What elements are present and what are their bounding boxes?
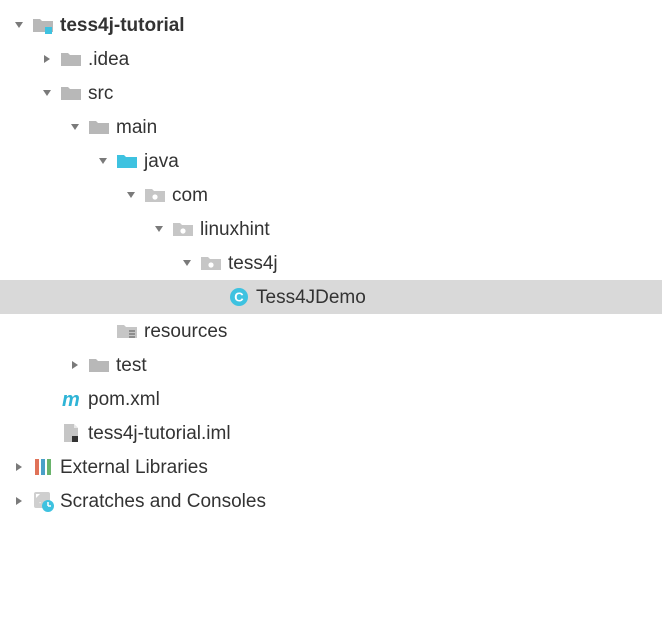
chevron-down-icon[interactable] — [122, 186, 140, 204]
tree-item-tess4j[interactable]: tess4j — [0, 246, 662, 280]
folder-gray-icon — [60, 82, 82, 104]
tree-item-label: tess4j-tutorial — [60, 16, 185, 35]
tree-item-root[interactable]: tess4j-tutorial — [0, 8, 662, 42]
tree-item-scratches[interactable]: - Scratches and Consoles — [0, 484, 662, 518]
chevron-right-icon[interactable] — [38, 50, 56, 68]
resources-icon — [116, 320, 138, 342]
tree-item-main[interactable]: main — [0, 110, 662, 144]
package-icon — [200, 252, 222, 274]
maven-icon: m — [60, 388, 82, 410]
chevron-down-icon[interactable] — [38, 84, 56, 102]
tree-item-label: com — [172, 186, 208, 205]
chevron-right-icon[interactable] — [66, 356, 84, 374]
libraries-icon — [32, 456, 54, 478]
tree-item-label: tess4j — [228, 254, 278, 273]
tree-item-label: main — [116, 118, 157, 137]
folder-gray-icon — [60, 48, 82, 70]
tree-item-label: linuxhint — [200, 220, 270, 239]
tree-item-label: .idea — [88, 50, 129, 69]
package-icon — [172, 218, 194, 240]
tree-item-pom[interactable]: m pom.xml — [0, 382, 662, 416]
scratches-icon: - — [32, 490, 54, 512]
chevron-down-icon[interactable] — [94, 152, 112, 170]
svg-text:-: - — [38, 499, 42, 507]
tree-item-label: Scratches and Consoles — [60, 492, 266, 511]
svg-text:m: m — [62, 389, 80, 410]
tree-item-label: src — [88, 84, 113, 103]
folder-blue-icon — [116, 150, 138, 172]
class-icon: C — [228, 286, 250, 308]
tree-item-label: java — [144, 152, 179, 171]
tree-item-idea[interactable]: .idea — [0, 42, 662, 76]
tree-item-linuxhint[interactable]: linuxhint — [0, 212, 662, 246]
chevron-down-icon[interactable] — [66, 118, 84, 136]
tree-item-src[interactable]: src — [0, 76, 662, 110]
tree-item-com[interactable]: com — [0, 178, 662, 212]
tree-item-label: test — [116, 356, 147, 375]
folder-gray-icon — [88, 116, 110, 138]
tree-item-label: External Libraries — [60, 458, 208, 477]
tree-item-label: pom.xml — [88, 390, 160, 409]
folder-gray-icon — [88, 354, 110, 376]
project-tree: tess4j-tutorial .idea src main java com … — [0, 8, 662, 518]
tree-item-resources[interactable]: resources — [0, 314, 662, 348]
chevron-down-icon[interactable] — [150, 220, 168, 238]
tree-item-label: Tess4JDemo — [256, 288, 366, 307]
tree-item-label: resources — [144, 322, 227, 341]
package-icon — [144, 184, 166, 206]
tree-item-iml[interactable]: tess4j-tutorial.iml — [0, 416, 662, 450]
svg-text:C: C — [234, 290, 244, 305]
chevron-down-icon[interactable] — [10, 16, 28, 34]
project-folder-icon — [32, 14, 54, 36]
chevron-right-icon[interactable] — [10, 458, 28, 476]
chevron-down-icon[interactable] — [178, 254, 196, 272]
tree-item-test[interactable]: test — [0, 348, 662, 382]
tree-item-extlib[interactable]: External Libraries — [0, 450, 662, 484]
tree-item-java[interactable]: java — [0, 144, 662, 178]
iml-icon — [60, 422, 82, 444]
tree-item-label: tess4j-tutorial.iml — [88, 424, 231, 443]
chevron-right-icon[interactable] — [10, 492, 28, 510]
tree-item-demo[interactable]: C Tess4JDemo — [0, 280, 662, 314]
